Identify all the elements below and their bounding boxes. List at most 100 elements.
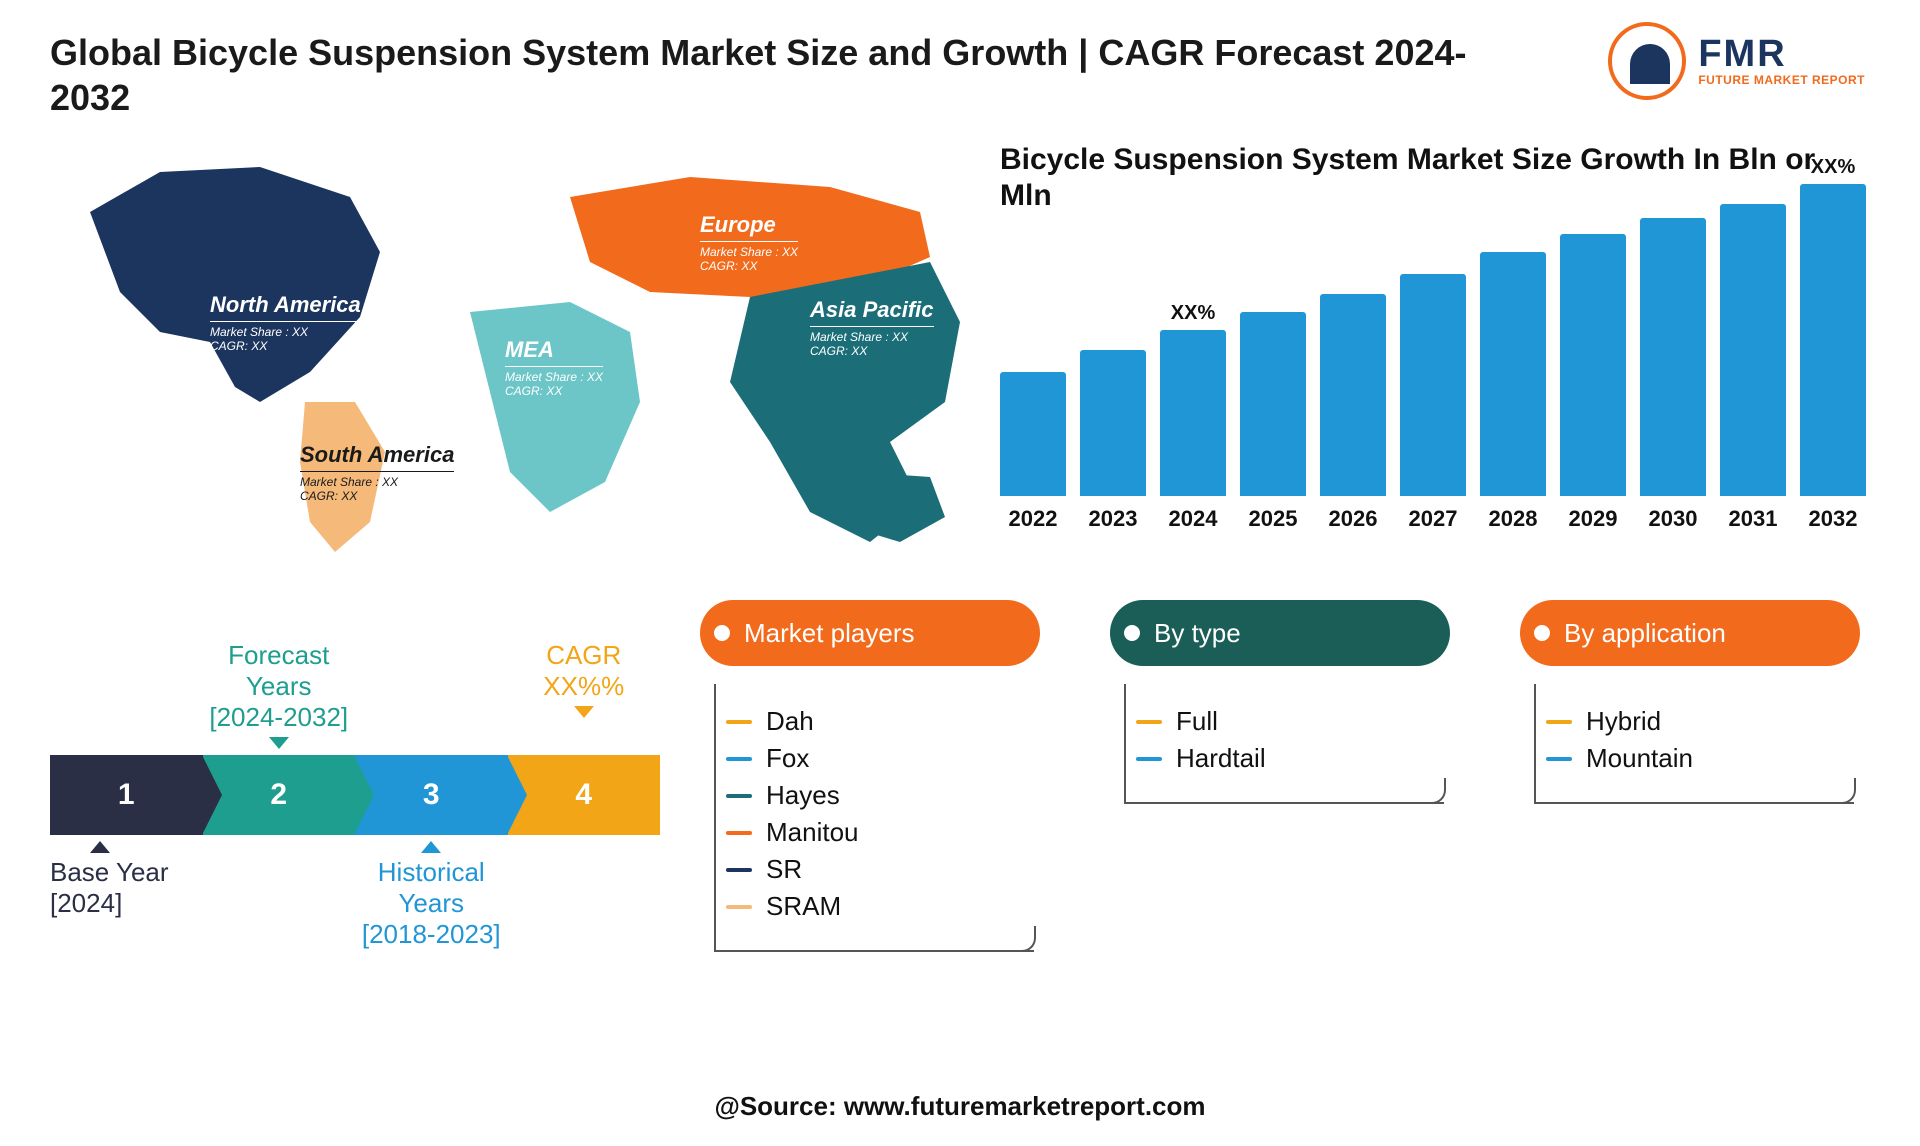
bar-year-label: 2032 <box>1809 506 1858 532</box>
list-item: SR <box>726 854 1024 885</box>
bar-col-2022: 2022 <box>1000 372 1066 532</box>
bar-col-2031: 2031 <box>1720 204 1786 532</box>
bar-2022 <box>1000 372 1066 496</box>
list-item-label: Hayes <box>766 780 840 811</box>
arrow-up-icon <box>421 841 441 853</box>
bar-year-label: 2025 <box>1249 506 1298 532</box>
list-item: Manitou <box>726 817 1024 848</box>
bar-top-label: XX% <box>1811 156 1855 179</box>
list-item-label: Full <box>1176 706 1218 737</box>
timeline-segment-2: 2 <box>203 755 356 835</box>
list-item-label: Hybrid <box>1586 706 1661 737</box>
cagr-label: CAGR <box>508 640 661 671</box>
tick-icon <box>1546 720 1572 724</box>
tick-icon <box>726 720 752 724</box>
bar-year-label: 2031 <box>1729 506 1778 532</box>
list-item: Dah <box>726 706 1024 737</box>
cagr-value: XX%% <box>508 671 661 702</box>
historical-years-label: Historical Years <box>355 857 508 919</box>
fmr-logo: FMR FUTURE MARKET REPORT <box>1608 22 1865 100</box>
category-columns: Market playersDahFoxHayesManitouSRSRAMBy… <box>700 600 1860 952</box>
growth-bar-chart: Bicycle Suspension System Market Size Gr… <box>1000 142 1870 562</box>
bar-year-label: 2026 <box>1329 506 1378 532</box>
bar-year-label: 2023 <box>1089 506 1138 532</box>
bar-year-label: 2030 <box>1649 506 1698 532</box>
page-title: Global Bicycle Suspension System Market … <box>50 30 1500 120</box>
bar-2028 <box>1480 252 1546 496</box>
bar-2029 <box>1560 234 1626 496</box>
list-item-label: Mountain <box>1586 743 1693 774</box>
category-list: Full Hardtail <box>1124 684 1444 804</box>
category-title: Market players <box>744 618 915 649</box>
forecast-years-label: Forecast Years <box>203 640 356 702</box>
fmr-logo-icon <box>1608 22 1686 100</box>
category-by-type: By type Full Hardtail <box>1110 600 1450 952</box>
list-item: Hybrid <box>1546 706 1844 737</box>
bar-year-label: 2024 <box>1169 506 1218 532</box>
category-by-application: By application Hybrid Mountain <box>1520 600 1860 952</box>
tick-icon <box>1136 720 1162 724</box>
arrow-down-icon <box>269 737 289 749</box>
bar-2030 <box>1640 218 1706 496</box>
timeline-segment-number: 4 <box>575 778 592 812</box>
list-item: Hardtail <box>1136 743 1434 774</box>
list-item: Fox <box>726 743 1024 774</box>
bar-year-label: 2028 <box>1489 506 1538 532</box>
base-year-value: [2024] <box>50 888 203 919</box>
bar-2032: XX% <box>1800 184 1866 496</box>
bar-col-2032: XX% 2032 <box>1800 184 1866 532</box>
category-title: By application <box>1564 618 1726 649</box>
region-north-america <box>90 167 380 402</box>
category-pill: By application <box>1520 600 1860 666</box>
region-label-south-america: South AmericaMarket Share : XXCAGR: XX <box>300 442 454 503</box>
category-market-players: Market playersDahFoxHayesManitouSRSRAM <box>700 600 1040 952</box>
list-item-label: Manitou <box>766 817 859 848</box>
tick-icon <box>726 831 752 835</box>
list-item: Mountain <box>1546 743 1844 774</box>
bar-2026 <box>1320 294 1386 496</box>
tick-icon <box>726 757 752 761</box>
list-item-label: Hardtail <box>1176 743 1266 774</box>
category-title: By type <box>1154 618 1241 649</box>
forecast-years-range: [2024-2032] <box>203 702 356 733</box>
timeline-segment-4: 4 <box>508 755 661 835</box>
bar-col-2024: XX%2024 <box>1160 330 1226 532</box>
region-label-europe: EuropeMarket Share : XXCAGR: XX <box>700 212 798 273</box>
timeline: Forecast Years [2024-2032] CAGR XX%% 1 2 3… <box>50 640 660 950</box>
timeline-segment-3: 3 <box>355 755 508 835</box>
historical-years-range: [2018-2023] <box>355 919 508 950</box>
region-label-north-america: North AmericaMarket Share : XXCAGR: XX <box>210 292 361 353</box>
bar-col-2025: 2025 <box>1240 312 1306 532</box>
bar-year-label: 2027 <box>1409 506 1458 532</box>
list-item-label: Fox <box>766 743 809 774</box>
bar-top-label: XX% <box>1171 302 1215 325</box>
category-pill: By type <box>1110 600 1450 666</box>
region-label-asia-pacific: Asia PacificMarket Share : XXCAGR: XX <box>810 297 934 358</box>
bar-col-2029: 2029 <box>1560 234 1626 532</box>
source-attribution: @Source: www.futuremarketreport.com <box>714 1091 1205 1122</box>
bar-year-label: 2029 <box>1569 506 1618 532</box>
timeline-segment-number: 3 <box>423 778 440 812</box>
bar-2025 <box>1240 312 1306 496</box>
tick-icon <box>726 905 752 909</box>
bar-col-2027: 2027 <box>1400 274 1466 532</box>
bar-2023 <box>1080 350 1146 496</box>
arrow-down-icon <box>574 706 594 718</box>
bar-col-2030: 2030 <box>1640 218 1706 532</box>
region-label-mea: MEAMarket Share : XXCAGR: XX <box>505 337 603 398</box>
list-item: Full <box>1136 706 1434 737</box>
category-pill: Market players <box>700 600 1040 666</box>
category-list: Hybrid Mountain <box>1534 684 1854 804</box>
tick-icon <box>1546 757 1572 761</box>
category-list: DahFoxHayesManitouSRSRAM <box>714 684 1034 952</box>
bar-col-2028: 2028 <box>1480 252 1546 532</box>
logo-tagline: FUTURE MARKET REPORT <box>1698 73 1865 87</box>
tick-icon <box>726 868 752 872</box>
logo-abbr: FMR <box>1698 35 1865 73</box>
timeline-segment-number: 2 <box>270 778 287 812</box>
tick-icon <box>1136 757 1162 761</box>
bar-2031 <box>1720 204 1786 496</box>
list-item-label: Dah <box>766 706 814 737</box>
timeline-segment-1: 1 <box>50 755 203 835</box>
bar-col-2026: 2026 <box>1320 294 1386 532</box>
